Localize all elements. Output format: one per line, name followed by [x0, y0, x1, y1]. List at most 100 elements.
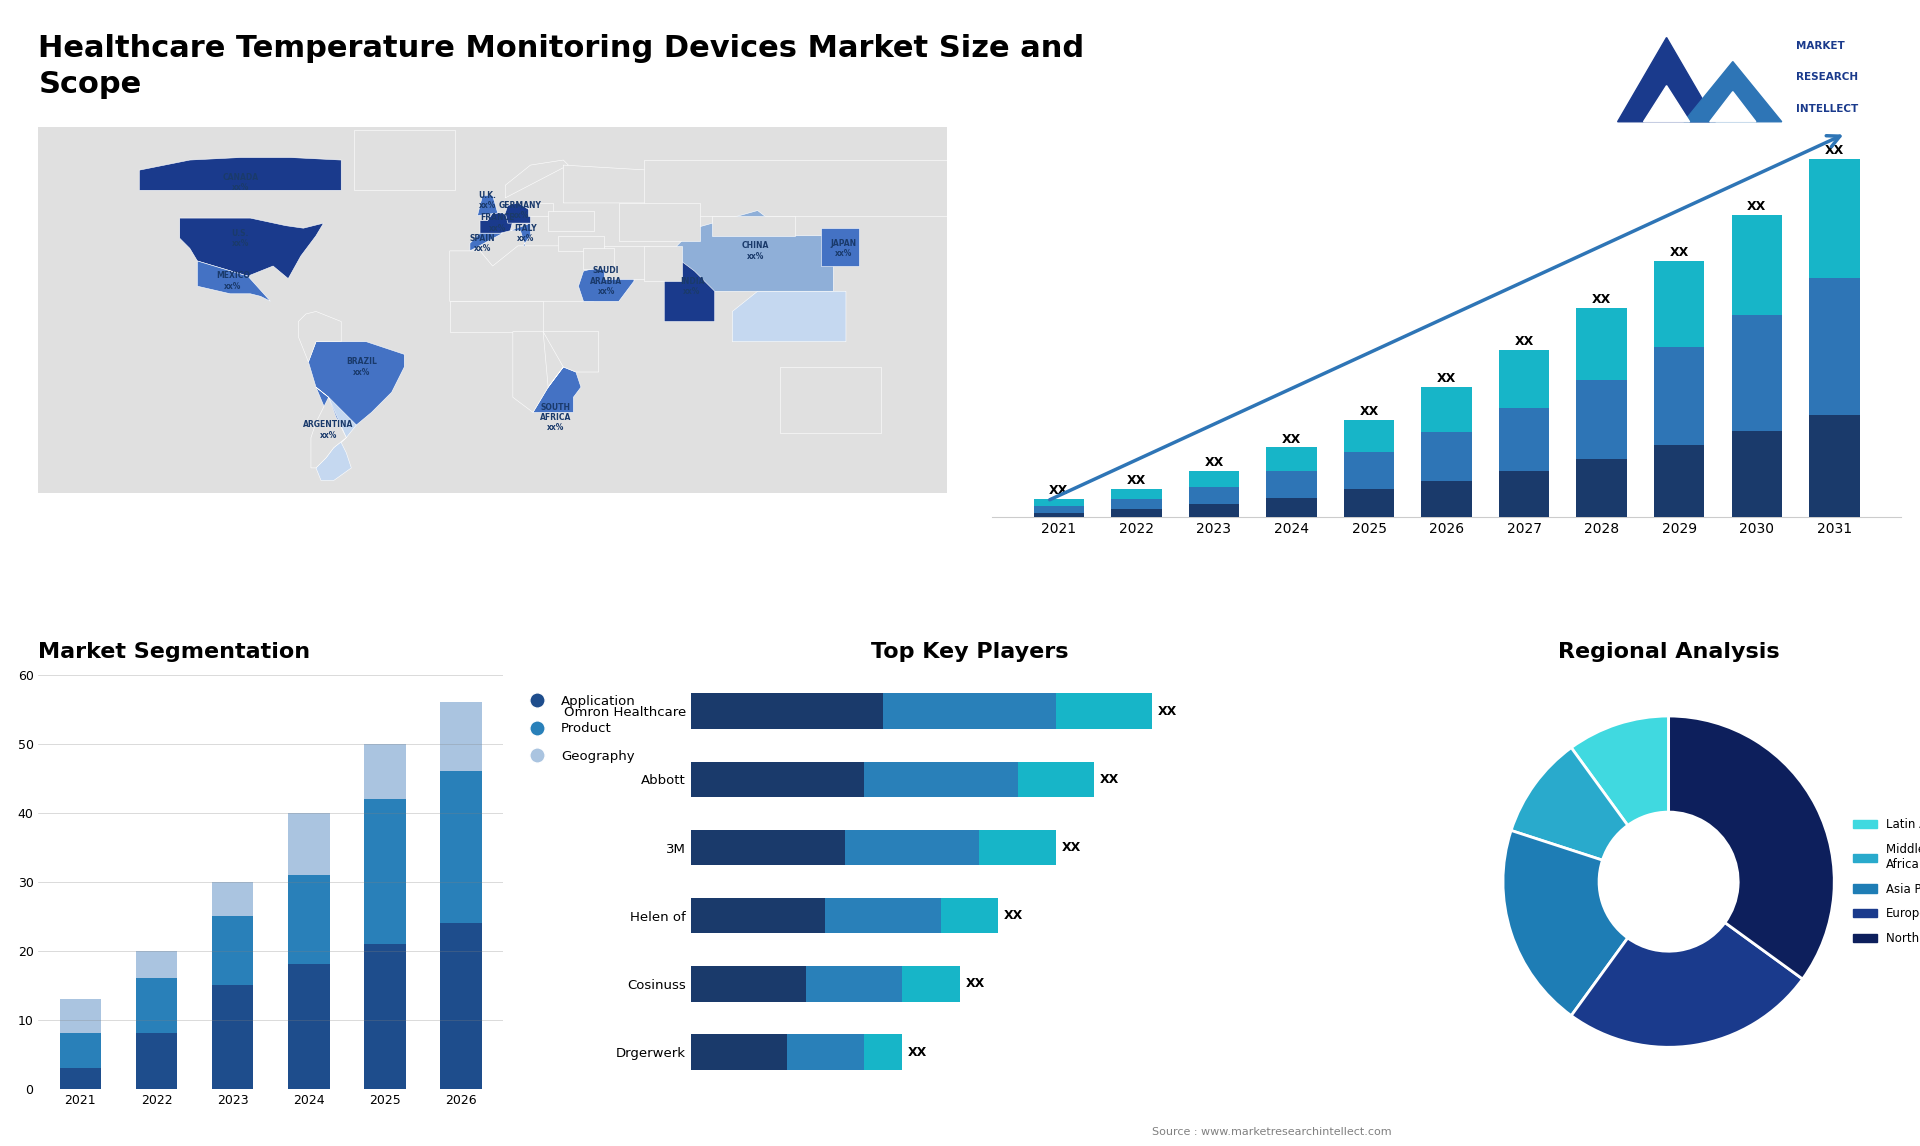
Text: SPAIN
xx%: SPAIN xx% — [470, 234, 495, 253]
Bar — [826, 898, 941, 934]
Polygon shape — [480, 213, 513, 234]
Bar — [806, 966, 902, 1002]
Bar — [288, 874, 330, 965]
Polygon shape — [311, 387, 346, 468]
Bar — [1500, 471, 1549, 517]
Bar — [1033, 499, 1085, 505]
Text: CHINA
xx%: CHINA xx% — [741, 241, 768, 260]
Polygon shape — [353, 129, 455, 190]
Bar — [60, 1068, 102, 1089]
Bar — [691, 830, 845, 865]
Polygon shape — [549, 211, 593, 230]
Polygon shape — [1684, 62, 1782, 121]
Text: XX: XX — [1062, 841, 1081, 854]
Polygon shape — [449, 301, 543, 331]
Polygon shape — [584, 249, 614, 268]
Bar — [691, 693, 883, 729]
Bar — [1809, 415, 1859, 517]
Text: XX: XX — [1592, 293, 1611, 306]
Text: XX: XX — [1100, 772, 1119, 786]
Bar — [1500, 350, 1549, 408]
Bar — [1344, 489, 1394, 517]
Bar — [1732, 214, 1782, 315]
Bar — [1033, 512, 1085, 517]
Bar — [691, 898, 826, 934]
Polygon shape — [678, 211, 833, 291]
Text: BRAZIL
xx%: BRAZIL xx% — [346, 358, 376, 377]
Bar — [1809, 159, 1859, 277]
Polygon shape — [559, 236, 603, 251]
Bar — [1188, 471, 1238, 487]
Polygon shape — [513, 331, 549, 413]
Bar — [1267, 471, 1317, 497]
Bar — [1188, 487, 1238, 504]
Bar — [363, 744, 405, 799]
Bar — [1033, 505, 1085, 512]
Polygon shape — [578, 266, 634, 301]
Polygon shape — [732, 291, 847, 342]
Bar — [1112, 489, 1162, 499]
Text: SAUDI
ARABIA
xx%: SAUDI ARABIA xx% — [589, 266, 622, 296]
Bar — [1112, 499, 1162, 509]
Bar — [1732, 431, 1782, 517]
Bar — [787, 1035, 864, 1070]
Polygon shape — [534, 331, 599, 413]
Text: U.K.
xx%: U.K. xx% — [478, 190, 497, 210]
Wedge shape — [1668, 716, 1834, 979]
Polygon shape — [317, 398, 357, 480]
Text: MEXICO
xx%: MEXICO xx% — [215, 272, 250, 291]
Bar — [288, 965, 330, 1089]
Polygon shape — [712, 215, 795, 236]
Bar — [1018, 762, 1094, 798]
Bar — [1576, 308, 1626, 380]
Wedge shape — [1571, 716, 1668, 825]
Text: XX: XX — [1515, 335, 1534, 348]
Text: CANADA
xx%: CANADA xx% — [223, 173, 259, 193]
Bar — [288, 813, 330, 874]
Bar — [363, 944, 405, 1089]
Bar — [440, 923, 482, 1089]
Title: Top Key Players: Top Key Players — [872, 642, 1068, 662]
Bar — [864, 762, 1018, 798]
Bar — [1576, 460, 1626, 517]
Wedge shape — [1503, 831, 1628, 1015]
Polygon shape — [528, 203, 553, 215]
Bar — [1056, 693, 1152, 729]
Text: XX: XX — [1436, 372, 1455, 385]
Text: XX: XX — [1004, 909, 1023, 923]
Bar — [440, 702, 482, 771]
Text: U.S.
xx%: U.S. xx% — [232, 228, 250, 248]
Bar — [691, 966, 806, 1002]
Polygon shape — [505, 203, 530, 223]
Polygon shape — [603, 246, 649, 278]
Polygon shape — [643, 246, 682, 281]
Text: XX: XX — [1127, 474, 1146, 487]
Text: INTELLECT: INTELLECT — [1795, 103, 1859, 113]
Text: XX: XX — [1283, 432, 1302, 446]
Bar — [1500, 408, 1549, 471]
Bar — [1809, 277, 1859, 415]
Bar — [1653, 445, 1705, 517]
Legend: Latin America, Middle East &
Africa, Asia Pacific, Europe, North America: Latin America, Middle East & Africa, Asi… — [1849, 814, 1920, 950]
Polygon shape — [140, 157, 342, 190]
Bar — [1421, 481, 1473, 517]
Polygon shape — [198, 261, 271, 301]
Bar — [941, 898, 998, 934]
Bar — [211, 986, 253, 1089]
Bar — [1421, 432, 1473, 481]
Bar — [211, 881, 253, 916]
Polygon shape — [511, 223, 530, 249]
Polygon shape — [298, 312, 342, 362]
Text: INDIA
xx%: INDIA xx% — [680, 276, 705, 296]
Bar — [136, 951, 177, 979]
Circle shape — [1599, 813, 1738, 951]
Bar — [1112, 509, 1162, 517]
Polygon shape — [780, 367, 881, 432]
Text: MARKET: MARKET — [1795, 41, 1845, 52]
Polygon shape — [180, 218, 324, 278]
Bar — [864, 1035, 902, 1070]
Polygon shape — [1617, 38, 1716, 121]
Polygon shape — [478, 195, 497, 215]
Polygon shape — [820, 228, 858, 266]
Polygon shape — [309, 342, 405, 425]
